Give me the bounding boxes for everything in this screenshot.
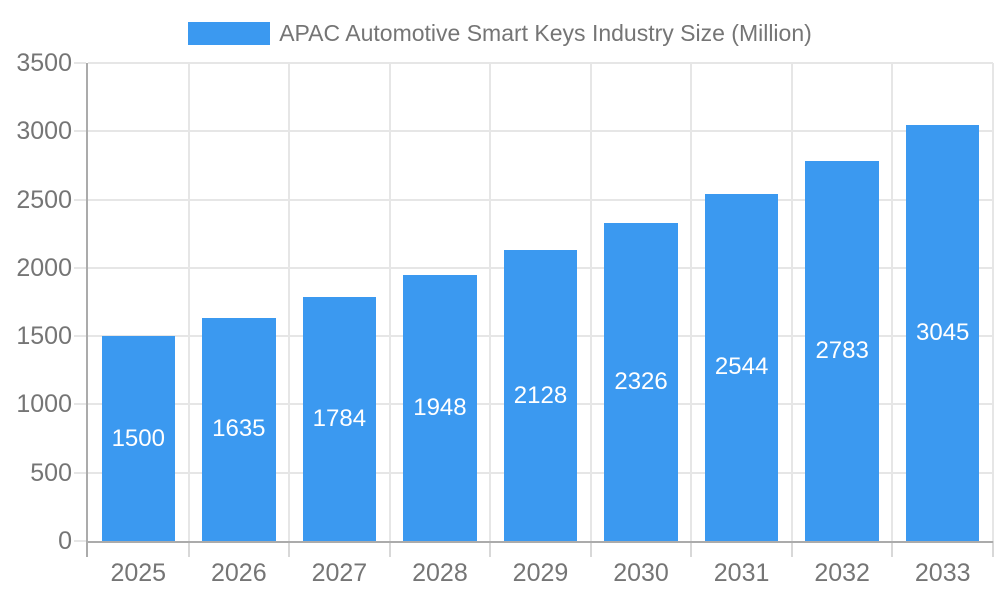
y-tick-label: 3500 [16, 49, 72, 77]
y-tick-label: 500 [30, 458, 72, 487]
x-tick-label: 2033 [914, 559, 971, 587]
y-axis-line [86, 63, 88, 557]
x-tick-label: 2026 [211, 559, 267, 587]
x-axis-tick [992, 541, 994, 557]
y-axis-tick [74, 198, 86, 201]
y-axis-tick [74, 471, 86, 474]
bar: 1500 [101, 336, 175, 541]
y-axis-tick [74, 403, 86, 406]
x-tick-label: 2030 [613, 559, 669, 587]
y-axis-tick [74, 130, 86, 133]
y-axis-tick [74, 540, 86, 542]
bar: 2128 [503, 250, 578, 541]
x-axis-tick [187, 541, 190, 557]
x-gridline [589, 63, 592, 541]
x-gridline [891, 63, 894, 541]
x-gridline [992, 63, 994, 541]
bar: 2326 [604, 223, 678, 541]
x-gridline [388, 63, 391, 541]
y-tick-label: 0 [58, 527, 72, 555]
x-gridline [288, 63, 291, 541]
x-axis-tick [690, 541, 693, 557]
bar-value-label: 2544 [714, 353, 769, 381]
bar-value-label: 1784 [312, 405, 367, 433]
y-gridline [88, 62, 993, 64]
legend-label: APAC Automotive Smart Keys Industry Size… [279, 20, 812, 46]
y-tick-label: 1000 [16, 390, 72, 419]
y-axis-tick [74, 62, 86, 64]
y-tick-label: 2000 [16, 253, 72, 282]
y-axis-tick [74, 266, 86, 269]
y-axis-tick [74, 335, 86, 338]
y-tick-label: 3000 [16, 117, 72, 146]
bar-value-label: 2326 [614, 368, 668, 396]
bar-value-label: 3045 [916, 319, 970, 347]
bar-value-label: 1948 [413, 393, 467, 421]
x-tick-label: 2031 [713, 559, 770, 587]
bar: 1635 [202, 317, 276, 541]
x-axis-tick [288, 541, 291, 557]
x-gridline [790, 63, 793, 541]
x-tick-label: 2025 [110, 559, 167, 587]
legend: APAC Automotive Smart Keys Industry Size… [0, 21, 1000, 45]
y-gridline [88, 130, 993, 133]
x-axis-tick [790, 541, 793, 557]
x-axis-tick [891, 541, 894, 557]
x-axis-tick [388, 541, 391, 557]
bar: 2783 [805, 160, 879, 541]
y-gridline [88, 198, 993, 201]
x-axis-tick [489, 541, 492, 557]
x-tick-label: 2029 [512, 559, 569, 587]
x-gridline [690, 63, 693, 541]
y-tick-label: 2500 [16, 185, 72, 214]
x-tick-label: 2028 [412, 559, 468, 587]
plot-area: 1500 1635 1784 1948 2128 2326 2544 2783 3045 [74, 62, 994, 557]
x-tick-label: 2032 [814, 559, 870, 587]
bar-value-label: 2128 [513, 381, 568, 409]
x-tick-label: 2027 [311, 559, 368, 587]
bar-value-label: 2783 [815, 336, 869, 364]
bar: 2544 [704, 193, 779, 541]
bar: 1948 [403, 274, 477, 541]
y-tick-label: 1500 [16, 322, 72, 351]
x-axis-tick [589, 541, 592, 557]
x-gridline [489, 63, 492, 541]
bar-value-label: 1500 [111, 424, 165, 452]
x-axis-line [88, 541, 993, 543]
bar: 1784 [302, 297, 377, 541]
bar: 3045 [906, 125, 980, 541]
x-gridline [187, 63, 190, 541]
legend-swatch [188, 21, 271, 45]
bar-value-label: 1635 [212, 415, 266, 443]
